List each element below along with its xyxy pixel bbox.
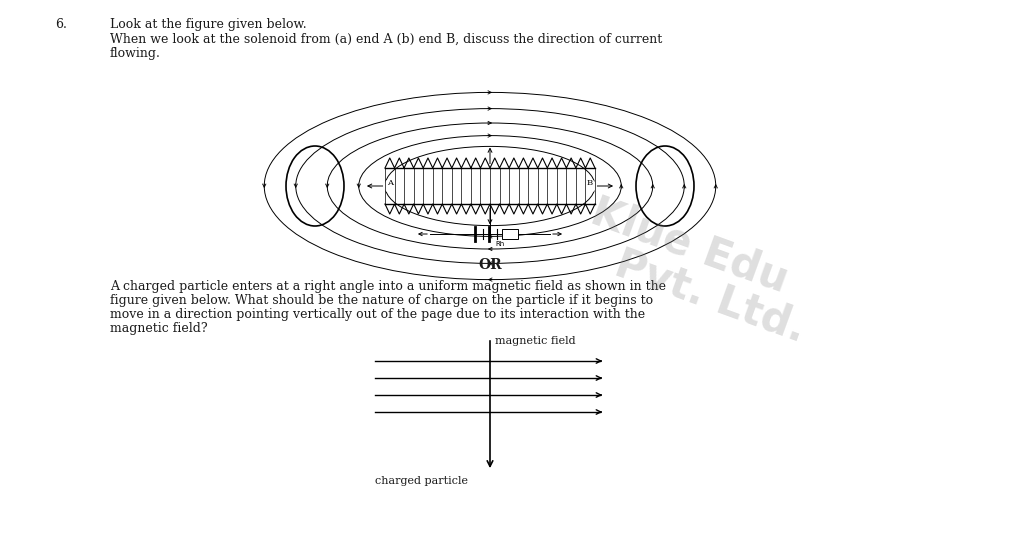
Text: flowing.: flowing. — [110, 47, 161, 60]
Text: move in a direction pointing vertically out of the page due to its interaction w: move in a direction pointing vertically … — [110, 308, 645, 321]
Text: charged particle: charged particle — [375, 476, 468, 486]
Text: magnetic field?: magnetic field? — [110, 322, 208, 335]
Ellipse shape — [383, 164, 597, 208]
Text: When we look at the solenoid from (a) end A (b) end B, discuss the direction of : When we look at the solenoid from (a) en… — [110, 33, 663, 46]
Text: figure given below. What should be the nature of charge on the particle if it be: figure given below. What should be the n… — [110, 294, 653, 307]
Text: OR: OR — [478, 258, 502, 272]
Text: A charged particle enters at a right angle into a uniform magnetic field as show: A charged particle enters at a right ang… — [110, 280, 666, 293]
Text: 6.: 6. — [55, 18, 67, 31]
Text: A: A — [387, 179, 393, 187]
Bar — [502, 229, 518, 239]
Text: magnetic field: magnetic field — [495, 336, 575, 346]
Text: Rh: Rh — [495, 241, 504, 247]
Text: Pvt. Ltd.: Pvt. Ltd. — [608, 242, 811, 350]
Text: Klue Edu: Klue Edu — [586, 191, 795, 301]
Text: B: B — [587, 179, 593, 187]
Text: Look at the figure given below.: Look at the figure given below. — [110, 18, 306, 31]
